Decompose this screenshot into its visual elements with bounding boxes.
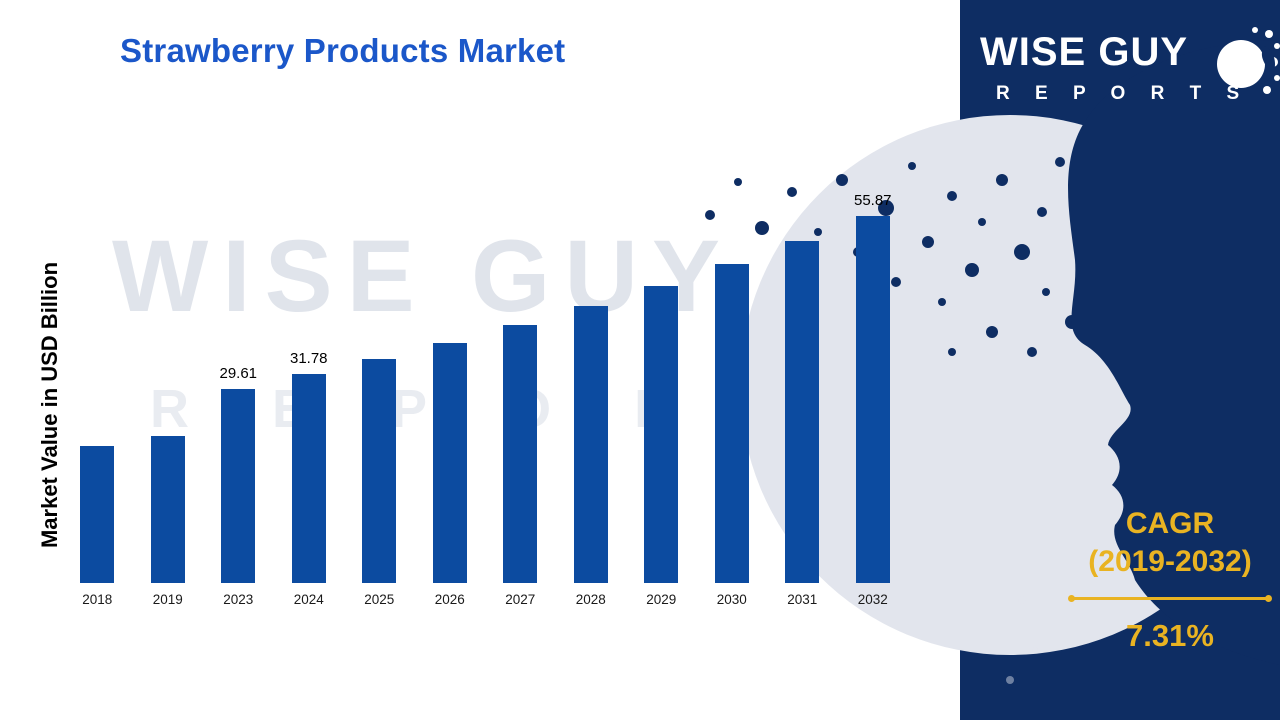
bar-value-label: 31.78 [289, 350, 328, 368]
face-profile-silhouette [985, 40, 1280, 684]
bar-column: 31.78 [274, 189, 345, 583]
bar-2027 [503, 325, 538, 583]
logo-reports-text: R E P O R T S [996, 83, 1250, 104]
watermark-wiseguy: WISE GUY [112, 219, 735, 333]
chart-title: Strawberry Products Market [120, 32, 566, 69]
cagr-value: 7.31% [1126, 617, 1214, 653]
y-axis-label: Market Value in USD Billion [37, 261, 62, 549]
brand-panel: WISE GUY R E P O R T S CAGR (2019-2032) … [960, 0, 1280, 720]
x-axis-labels: 2018 2019 2023 2024 2025 2026 2027 2028 2029 2030… [62, 592, 908, 607]
bar-column [626, 189, 697, 583]
bar-2024 [291, 374, 326, 583]
bar-2025 [362, 359, 397, 583]
bar-column [415, 189, 486, 583]
bar-value-label: 55.87 [853, 192, 892, 210]
x-axis-tick-label: 2024 [293, 592, 324, 607]
x-axis-tick-label: 2032 [857, 592, 888, 607]
bar-2026 [432, 342, 467, 583]
cagr-divider [1068, 594, 1272, 601]
x-axis-tick-label: 2019 [152, 592, 183, 607]
bar-column [556, 189, 627, 583]
bar-column [697, 189, 768, 583]
decorative-dots [705, 157, 1086, 357]
bar-column [62, 189, 133, 583]
bar-column [767, 189, 838, 583]
bar-2028 [573, 306, 608, 583]
logo-face-icon [1217, 27, 1280, 94]
x-axis-tick-label: 2026 [434, 592, 465, 607]
x-axis-tick-label: 2028 [575, 592, 606, 607]
bar-2032 [855, 216, 890, 583]
bar-value-label: 29.61 [219, 364, 258, 382]
bar-2030 [714, 264, 749, 583]
logo-wiseguy-text: WISE GUY [980, 30, 1189, 74]
x-axis-tick-label: 2029 [646, 592, 677, 607]
logo: WISE GUY R E P O R T S [980, 27, 1280, 105]
bar-2031 [785, 241, 820, 583]
x-axis-tick-label: 2030 [716, 592, 747, 607]
bar-column [133, 189, 204, 583]
bar-column [344, 189, 415, 583]
bar-2018 [80, 446, 115, 583]
bar-2023 [221, 388, 256, 583]
x-axis-tick-label: 2025 [364, 592, 395, 607]
x-axis-tick-label: 2031 [787, 592, 818, 607]
bar-column: 55.87 [838, 189, 909, 583]
cagr-period: (2019-2032) [1088, 545, 1252, 578]
x-axis-tick-label: 2027 [505, 592, 536, 607]
cagr-label: CAGR [1125, 507, 1215, 540]
cagr-block: CAGR (2019-2032) 7.31% [1068, 505, 1272, 654]
x-axis-tick-label: 2023 [223, 592, 254, 607]
bar-column: 29.61 [203, 189, 274, 583]
bar-2019 [150, 436, 185, 583]
bar-column [485, 189, 556, 583]
x-axis-tick-label: 2018 [82, 592, 113, 607]
bar-plot: 29.61 31.78 55.87 [62, 189, 908, 583]
bar-2029 [644, 286, 679, 583]
